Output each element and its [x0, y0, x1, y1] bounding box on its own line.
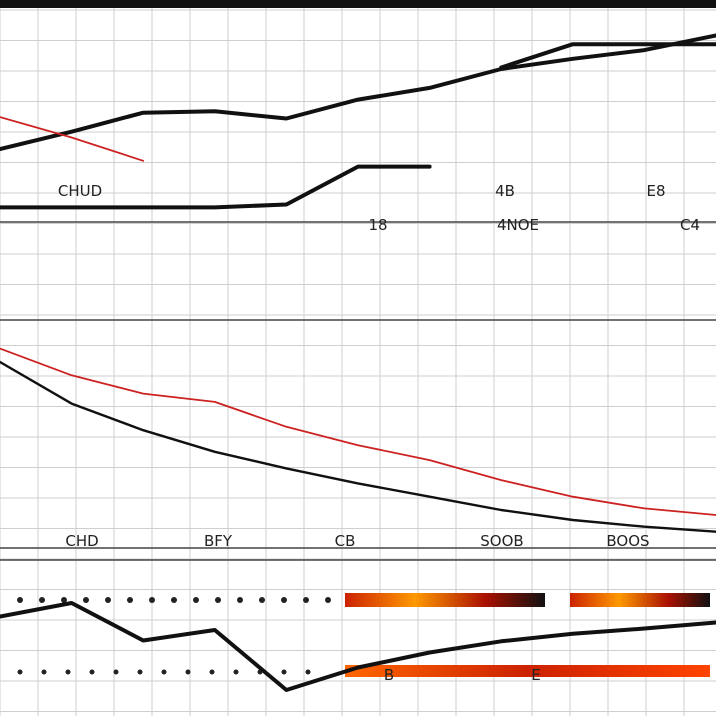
- marker-dot: [259, 597, 265, 603]
- marker-dot: [303, 597, 309, 603]
- top-border-bar: [0, 0, 716, 8]
- marker-dot: [137, 669, 143, 675]
- tick-label: B: [384, 666, 394, 684]
- marker-dot: [65, 669, 71, 675]
- decor-layer: [0, 0, 716, 677]
- marker-dot: [41, 669, 47, 675]
- heat-strip: [345, 593, 545, 607]
- marker-dot: [215, 597, 221, 603]
- marker-dot: [185, 669, 191, 675]
- tick-label: SOOB: [480, 532, 523, 550]
- heat-strip: [570, 593, 710, 607]
- marker-dot: [83, 597, 89, 603]
- tick-label: 4B: [495, 182, 515, 200]
- marker-dot: [89, 669, 95, 675]
- marker-dot: [305, 669, 311, 675]
- tick-label: BFY: [204, 532, 233, 550]
- marker-dot: [237, 597, 243, 603]
- tick-label-layer: CHUD 18 4B 4NOE E8 C4 CHD BFY CB SOOB BOOS B E: [58, 182, 700, 684]
- marker-dot: [161, 669, 167, 675]
- marker-dot: [127, 597, 133, 603]
- series-layer: [0, 33, 716, 692]
- tick-label: 18: [368, 216, 387, 234]
- series-line-black: [0, 360, 716, 533]
- marker-dot: [233, 669, 239, 675]
- tick-label: CHD: [65, 532, 98, 550]
- series-line-black: [0, 601, 716, 692]
- marker-dot: [105, 597, 111, 603]
- marker-dot: [281, 669, 287, 675]
- marker-dot: [171, 597, 177, 603]
- marker-dot: [61, 597, 67, 603]
- marker-dot: [149, 597, 155, 603]
- marker-dot: [281, 597, 287, 603]
- tick-label: BOOS: [606, 532, 649, 550]
- tick-label: 4NOE: [497, 216, 539, 234]
- marker-dot: [113, 669, 119, 675]
- tick-label: CHUD: [58, 182, 102, 200]
- series-line-red: [0, 116, 145, 162]
- series-line-black: [0, 33, 716, 152]
- tick-label: CB: [335, 532, 356, 550]
- series-line-black: [0, 164, 432, 210]
- tick-label: E8: [646, 182, 665, 200]
- tick-label: E: [531, 666, 540, 684]
- marker-dot: [17, 669, 23, 675]
- heat-strip: [345, 665, 710, 677]
- series-line-red: [0, 347, 716, 516]
- marker-dot: [209, 669, 215, 675]
- marker-dot: [325, 597, 331, 603]
- marker-dot: [17, 597, 23, 603]
- tick-label: C4: [680, 216, 700, 234]
- marker-dot: [193, 597, 199, 603]
- series-line-black: [499, 42, 716, 70]
- marker-dot: [39, 597, 45, 603]
